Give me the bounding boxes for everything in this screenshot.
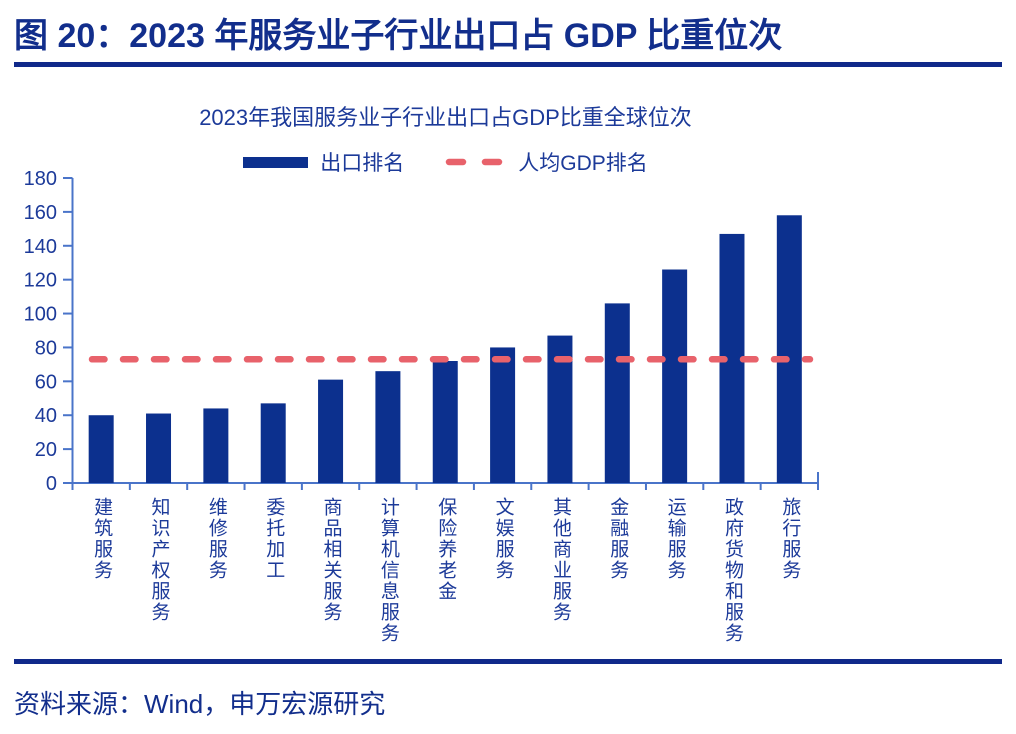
bar-旅行服务 bbox=[776, 215, 802, 483]
y-tick-label: 60 bbox=[35, 371, 57, 393]
legend-item-gdp-rank: 人均GDP排名 bbox=[442, 147, 648, 177]
y-tick-label: 100 bbox=[24, 304, 57, 326]
y-tick-label: 180 bbox=[24, 168, 57, 190]
y-tick-label: 160 bbox=[24, 202, 57, 224]
bar-商品相关服务 bbox=[318, 379, 344, 483]
y-tick-label: 80 bbox=[35, 337, 57, 359]
bar-计算机信息服务 bbox=[375, 371, 401, 483]
x-category-label-其他商业服务: 其他商业服务 bbox=[549, 497, 571, 623]
x-category-label-计算机信息服务: 计算机信息服务 bbox=[377, 497, 399, 644]
bar-金融服务 bbox=[604, 303, 630, 483]
figure-title: 图 20：2023 年服务业子行业出口占 GDP 比重位次 bbox=[14, 17, 783, 55]
bar-建筑服务 bbox=[88, 415, 114, 483]
y-tick-label: 40 bbox=[35, 405, 57, 427]
chart-legend: 出口排名 人均GDP排名 bbox=[73, 149, 818, 175]
bar-文娱服务 bbox=[490, 347, 516, 483]
x-category-label-知识产权服务: 知识产权服务 bbox=[148, 497, 170, 623]
bar-chart-plot: 0 20 40 60 80 100 120 140 160 180 bbox=[24, 168, 819, 495]
x-category-label-保险养老金: 保险养老金 bbox=[435, 497, 457, 602]
legend-item-export-rank: 出口排名 bbox=[243, 147, 404, 177]
chart-title: 2023年我国服务业子行业出口占GDP比重全球位次 bbox=[199, 105, 692, 130]
bar-维修服务 bbox=[203, 408, 229, 483]
x-category-label-政府货物和服务: 政府货物和服务 bbox=[721, 497, 743, 644]
bar-运输服务 bbox=[662, 269, 688, 483]
bar-委托加工 bbox=[260, 403, 286, 483]
y-tick-label: 0 bbox=[46, 473, 57, 495]
bar-swatch-icon bbox=[243, 156, 309, 168]
bar-保险养老金 bbox=[432, 361, 458, 483]
legend-label-export-rank: 出口排名 bbox=[320, 152, 405, 175]
bar-知识产权服务 bbox=[146, 413, 172, 483]
title-divider bbox=[14, 62, 1002, 67]
y-tick-label: 140 bbox=[24, 236, 57, 258]
dashed-line-swatch-icon bbox=[445, 158, 507, 166]
source-note: 资料来源：Wind，申万宏源研究 bbox=[14, 689, 386, 719]
legend-label-gdp-rank: 人均GDP排名 bbox=[518, 152, 648, 175]
bottom-divider bbox=[14, 659, 1002, 664]
y-tick-label: 20 bbox=[35, 439, 57, 461]
x-category-label-商品相关服务: 商品相关服务 bbox=[320, 497, 342, 623]
y-tick-label: 120 bbox=[24, 270, 57, 292]
